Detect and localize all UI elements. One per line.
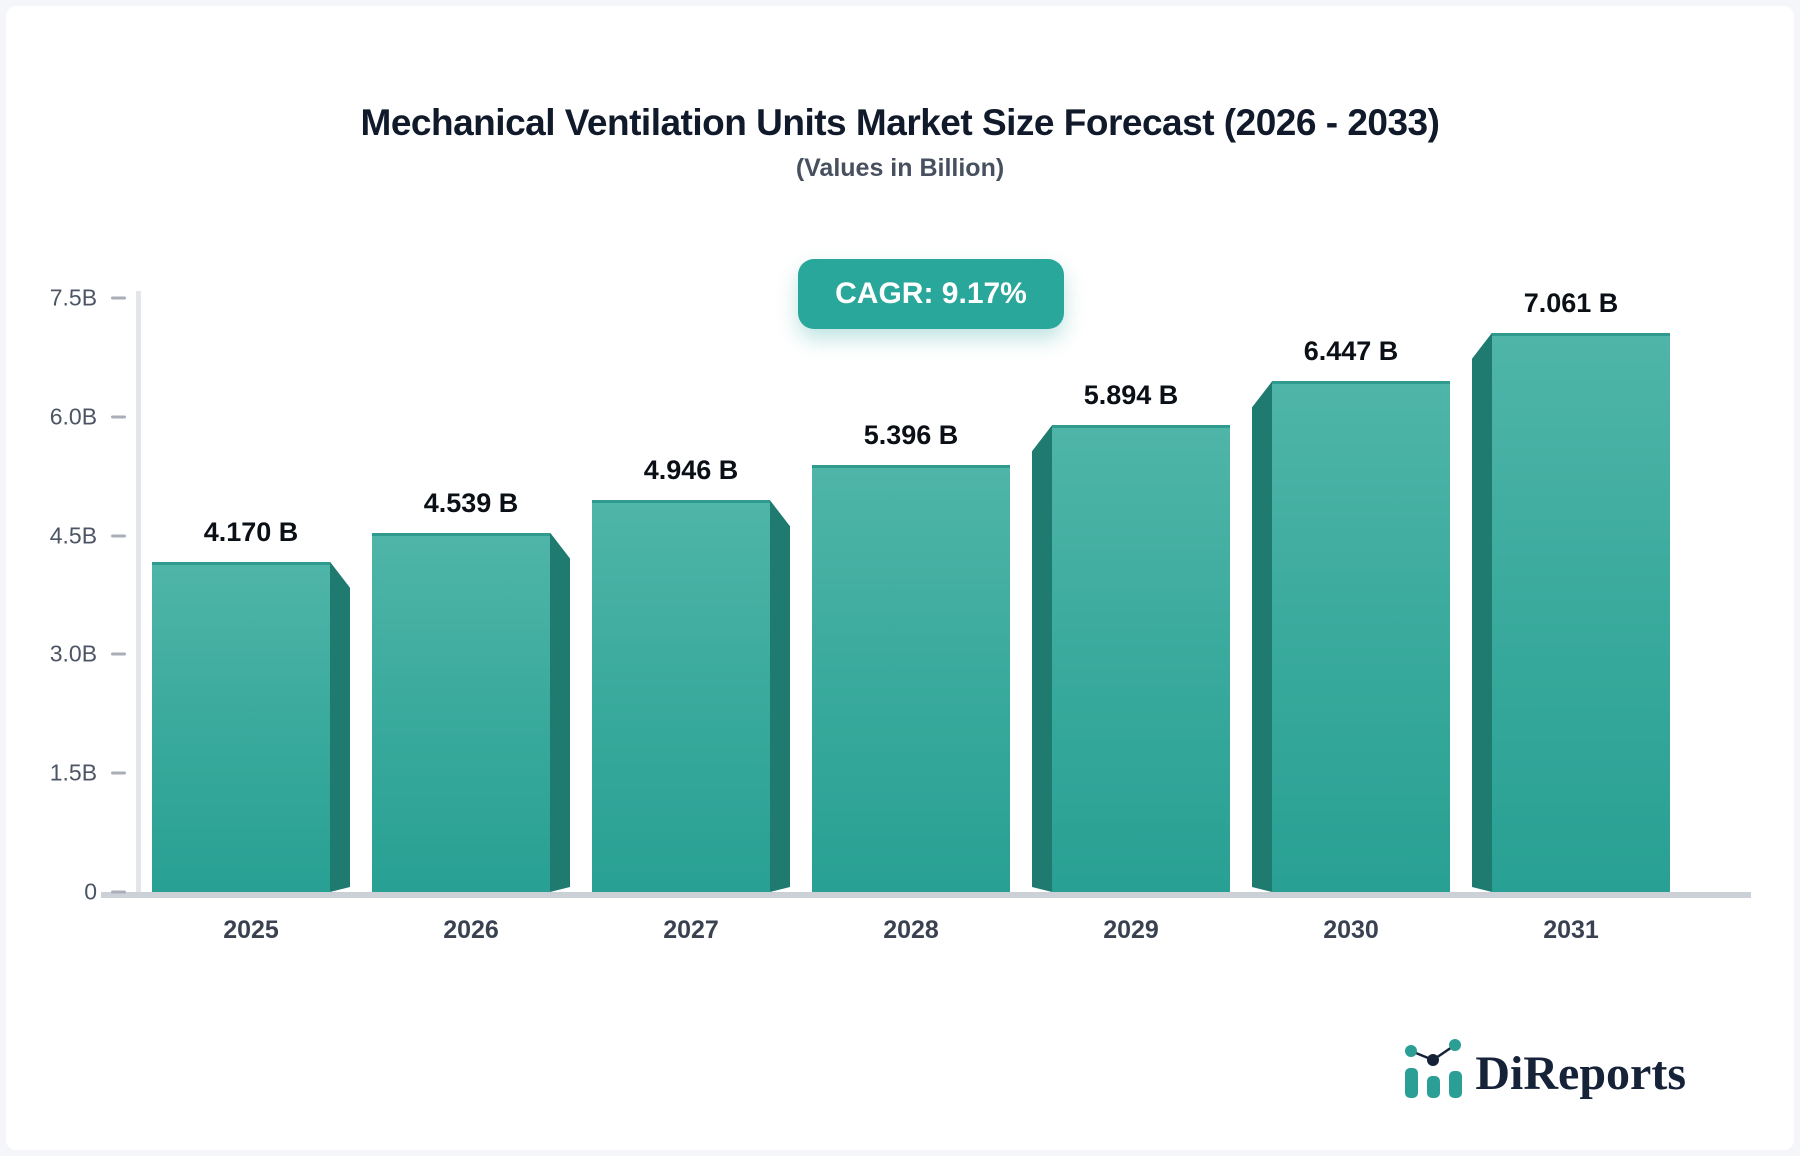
y-tick-label: 7.5B <box>49 284 98 311</box>
y-tick-dash <box>111 415 126 419</box>
y-tick: 1.5B <box>46 760 126 787</box>
bar-face <box>1052 425 1230 892</box>
brand-logo: DiReports <box>1401 1038 1686 1098</box>
x-tick-label: 2030 <box>1323 916 1379 944</box>
x-tick-label: 2031 <box>1543 916 1599 944</box>
y-axis-line <box>136 291 141 892</box>
bar-value-label: 5.396 B <box>863 419 959 450</box>
bar-value-label: 7.061 B <box>1523 287 1619 318</box>
y-tick: 7.5B <box>46 285 126 312</box>
bar: 4.946 B 2027 <box>581 455 801 944</box>
bar: 7.061 B 2031 <box>1461 288 1681 944</box>
y-tick-label: 6.0B <box>49 403 98 430</box>
bar: 4.539 B 2026 <box>361 488 581 944</box>
bar: 4.170 B 2025 <box>141 517 361 944</box>
plot-area: 4.170 B 2025 4.539 B 2026 4.946 B 2027 5… <box>50 285 1681 944</box>
bar-face <box>812 464 1010 892</box>
bar: 5.396 B 2028 <box>801 420 1021 944</box>
brand-name: DiReports <box>1475 1047 1686 1100</box>
x-axis-baseline <box>101 892 1751 898</box>
bar-face <box>372 532 550 892</box>
y-tick-dash <box>111 652 126 656</box>
x-tick-label: 2029 <box>1103 916 1159 944</box>
bar-value-label: 5.894 B <box>1083 380 1179 411</box>
x-tick-label: 2026 <box>443 916 499 944</box>
bar-face <box>152 561 330 892</box>
chart-subtitle: (Values in Billion) <box>795 154 1005 182</box>
bar-face <box>1492 332 1670 892</box>
y-tick: 0 <box>46 879 126 906</box>
bar-side-face <box>550 533 570 892</box>
y-tick: 6.0B <box>46 403 126 430</box>
bar-side-face <box>770 500 790 892</box>
y-tick-dash <box>111 296 126 300</box>
chart-card: Mechanical Ventilation Units Market Size… <box>6 6 1794 1150</box>
x-tick-label: 2027 <box>663 916 719 944</box>
y-tick-label: 0 <box>84 878 98 905</box>
bar-value-label: 4.539 B <box>423 487 519 518</box>
bar-value-label: 6.447 B <box>1303 336 1399 367</box>
bar-side-face <box>1472 333 1492 892</box>
y-tick-dash <box>111 534 126 538</box>
y-tick-label: 1.5B <box>49 759 98 786</box>
bar-value-label: 4.170 B <box>203 516 299 547</box>
bar-face <box>1272 381 1450 892</box>
y-tick-dash <box>111 890 126 894</box>
x-tick-label: 2028 <box>883 916 939 944</box>
y-tick-dash <box>111 771 126 775</box>
y-tick-label: 3.0B <box>49 640 98 667</box>
x-tick-label: 2025 <box>223 916 279 944</box>
bar-line-chart-icon <box>1405 1039 1463 1098</box>
chart-title: Mechanical Ventilation Units Market Size… <box>360 102 1440 143</box>
y-tick: 3.0B <box>46 641 126 668</box>
bar-side-face <box>1032 425 1052 892</box>
bar-face <box>592 500 770 892</box>
bar-side-face <box>330 562 350 892</box>
cagr-badge: CAGR: 9.17% <box>798 259 1064 329</box>
bar: 6.447 B 2030 <box>1241 336 1461 944</box>
y-tick-label: 4.5B <box>49 522 98 549</box>
bar-value-label: 4.946 B <box>643 455 739 486</box>
bar-side-face <box>1252 381 1272 892</box>
bar: 5.894 B 2029 <box>1021 380 1241 944</box>
y-tick: 4.5B <box>46 522 126 549</box>
